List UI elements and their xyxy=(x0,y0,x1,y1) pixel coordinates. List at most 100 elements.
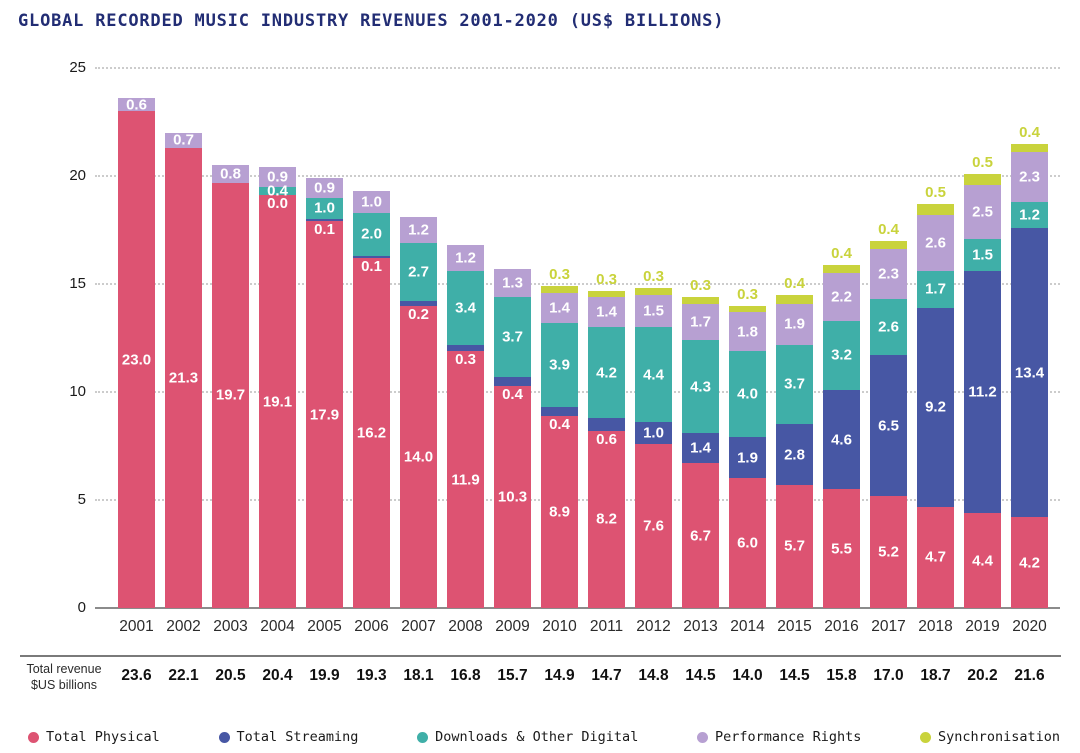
year-label: 2017 xyxy=(871,618,906,635)
bar-value-label: 4.0 xyxy=(737,385,758,403)
y-axis-label: 20 xyxy=(69,167,86,184)
bar-value-label: 1.9 xyxy=(784,315,805,333)
gridline xyxy=(95,175,1060,177)
bar-stack: 6.0 1.9 4.0 1.8 0.3 xyxy=(729,287,766,608)
bar-stack: 19.7 0.8 xyxy=(212,165,249,608)
bar-value-label: 2.0 xyxy=(361,225,382,243)
bar-value-label: 21.3 xyxy=(168,369,199,387)
legend-item: Total Physical xyxy=(28,729,160,745)
bar-segment: 3.9 xyxy=(541,323,578,408)
bar-segment: 19.7 xyxy=(212,182,249,608)
bar-value-label: 6.0 xyxy=(737,534,758,552)
bar-value-label: 1.2 xyxy=(455,249,476,267)
totals-divider-line xyxy=(20,655,1061,657)
bar-segment: 2.3 xyxy=(1011,152,1048,203)
plot-area: 23.0 0.6 21.3 0.7 19.7 0.8 19.1 0.0 0.4 0.9 17.9 0.… xyxy=(113,68,1053,608)
x-axis: 2001 2002 2003 2004 2005 2006 2007 2008 2009 2010… xyxy=(113,618,1053,636)
bar-stack: 11.9 0.3 3.4 1.2 xyxy=(447,245,484,608)
bar-segment: 0.9 xyxy=(259,167,296,187)
legend-item: Total Streaming xyxy=(218,729,358,745)
bar-segment: 17.9 xyxy=(306,221,343,608)
bar-segment: 1.3 xyxy=(494,268,531,298)
total-revenue-value: 20.5 xyxy=(215,667,246,684)
bar-segment: 0.4 xyxy=(870,222,907,250)
y-axis-label: 5 xyxy=(77,491,86,508)
bar-value-label: 6.5 xyxy=(878,417,899,434)
bar-column-2005: 17.9 0.1 1.0 0.9 xyxy=(301,68,348,608)
bar-value-label: 16.2 xyxy=(356,424,387,442)
bar-segment: 19.1 xyxy=(259,195,296,608)
bar-value-label: 2.3 xyxy=(878,265,899,283)
bar-stack: 4.2 13.4 1.2 2.3 0.4 xyxy=(1011,125,1048,608)
bar-segment: 1.0 xyxy=(635,422,672,444)
bar-value-label: 5.7 xyxy=(784,537,805,555)
legend-item: Performance Rights xyxy=(697,729,861,745)
bar-column-2013: 6.7 1.4 4.3 1.7 0.3 xyxy=(677,68,724,608)
legend-dot-icon xyxy=(417,731,429,743)
total-revenue-value: 15.7 xyxy=(497,667,528,684)
bar-segment: 0.1 xyxy=(306,219,343,237)
bar-column-2011: 8.2 0.6 4.2 1.4 0.3 xyxy=(583,68,630,608)
legend-item: Downloads & Other Digital xyxy=(417,729,638,745)
bar-segment: 0.6 xyxy=(118,97,155,112)
bar-value-label: 1.3 xyxy=(502,274,523,292)
gridline xyxy=(95,283,1060,285)
bar-value-label: 0.4 xyxy=(878,220,899,238)
bar-stack: 5.7 2.8 3.7 1.9 0.4 xyxy=(776,276,813,608)
bar-value-label: 3.9 xyxy=(549,356,570,374)
bar-value-label: 4.4 xyxy=(643,366,664,384)
bar-value-label: 1.4 xyxy=(596,303,617,321)
bar-segment: 2.7 xyxy=(400,243,437,302)
bar-segment: 0.9 xyxy=(306,178,343,198)
bar-stack: 5.2 6.5 2.6 2.3 0.4 xyxy=(870,222,907,608)
bar-value-label: 8.2 xyxy=(596,510,617,528)
total-revenue-value: 22.1 xyxy=(168,667,199,684)
bar-value-label: 2.8 xyxy=(784,446,805,464)
bar-segment: 2.6 xyxy=(870,299,907,356)
bar-segment: 0.3 xyxy=(588,272,625,298)
bar-segment: 1.4 xyxy=(588,297,625,328)
totals-caption-line2: $US billions xyxy=(30,677,97,692)
bar-segment: 8.9 xyxy=(541,415,578,608)
bar-stack: 23.0 0.6 xyxy=(118,97,155,608)
bar-segment: 2.2 xyxy=(823,273,860,321)
bar-segment: 1.0 xyxy=(353,191,390,213)
year-label: 2005 xyxy=(307,618,342,635)
bar-column-2004: 19.1 0.0 0.4 0.9 xyxy=(254,68,301,608)
bar-segment: 23.0 xyxy=(118,111,155,608)
bar-column-2009: 10.3 0.4 3.7 1.3 xyxy=(489,68,536,608)
bar-segment: 1.9 xyxy=(776,303,813,345)
total-revenue-value: 16.8 xyxy=(450,667,481,684)
year-label: 2009 xyxy=(495,618,530,635)
total-revenue-value: 14.7 xyxy=(591,667,622,684)
bar-value-label: 2.2 xyxy=(831,288,852,306)
bar-stack: 21.3 0.7 xyxy=(165,132,202,608)
bar-segment: 3.7 xyxy=(494,297,531,377)
bar-segment: 0.5 xyxy=(964,155,1001,185)
totals-caption-line1: Total revenue xyxy=(26,662,102,676)
bar-value-label: 19.1 xyxy=(262,393,293,411)
bar-segment: 4.0 xyxy=(729,351,766,438)
bar-segment: 6.0 xyxy=(729,478,766,608)
bar-value-label: 1.4 xyxy=(690,439,711,457)
year-label: 2014 xyxy=(730,618,765,635)
bar-value-label: 4.7 xyxy=(925,548,946,566)
bar-value-label: 0.1 xyxy=(314,221,335,239)
bar-value-label: 2.6 xyxy=(925,234,946,252)
bar-value-label: 11.9 xyxy=(451,471,480,488)
bar-segment: 0.3 xyxy=(447,344,484,367)
bar-segment: 0.4 xyxy=(259,184,296,199)
bar-value-label: 13.4 xyxy=(1014,364,1045,382)
bar-value-label: 1.5 xyxy=(643,302,664,320)
bar-segment: 8.2 xyxy=(588,430,625,608)
bar-value-label: 1.2 xyxy=(408,221,429,239)
bar-stack: 4.4 11.2 1.5 2.5 0.5 xyxy=(964,155,1001,608)
bar-column-2003: 19.7 0.8 xyxy=(207,68,254,608)
bar-segment: 0.7 xyxy=(165,132,202,148)
bar-segment: 1.7 xyxy=(682,303,719,341)
bar-segment: 0.4 xyxy=(494,376,531,402)
bar-segment: 4.4 xyxy=(635,327,672,423)
bar-segment: 0.1 xyxy=(353,255,390,274)
bar-segment: 3.7 xyxy=(776,344,813,425)
y-axis-label: 15 xyxy=(69,275,86,292)
